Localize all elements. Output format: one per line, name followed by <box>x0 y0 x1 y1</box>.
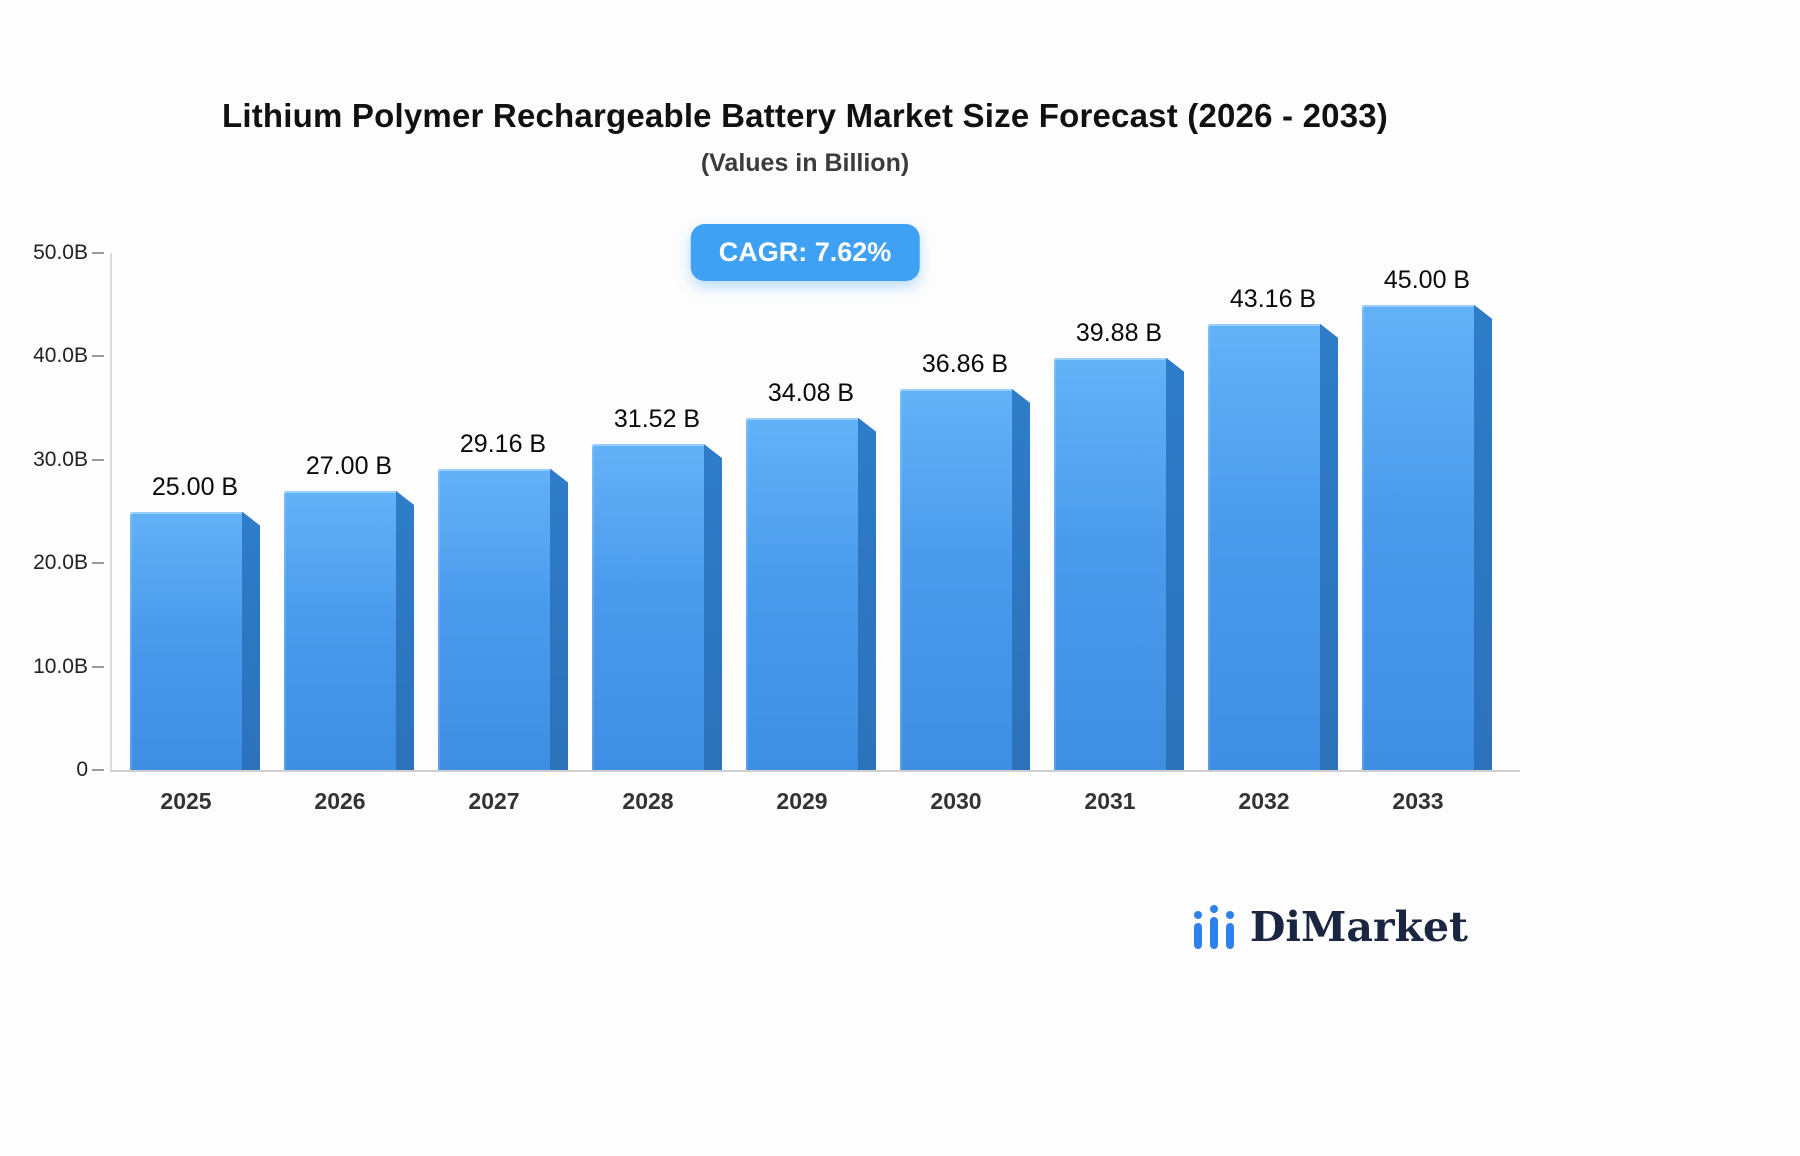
bar-face <box>900 388 1012 770</box>
bar-side <box>704 444 722 770</box>
plot-area: 0 10.0B 20.0B 30.0B 40.0B 50.0B 25.00 B 2025 27.… <box>33 241 1520 814</box>
bar-face <box>130 511 242 770</box>
bar-side <box>242 511 260 770</box>
bar-2028: 31.52 B <box>592 405 722 770</box>
bar-side <box>396 490 414 770</box>
bar-face <box>746 417 858 770</box>
bar-value-label: 34.08 B <box>767 378 855 407</box>
brand-logo: DiMarket <box>1190 903 1468 951</box>
dimarket-icon <box>1193 905 1234 949</box>
y-axis-tick <box>92 355 104 358</box>
bar-2032: 43.16 B <box>1208 285 1338 770</box>
y-axis-tick <box>92 252 104 254</box>
bar-value-label: 39.88 B <box>1075 318 1163 347</box>
y-axis-tick <box>92 458 104 461</box>
x-axis-label: 2026 <box>314 788 366 814</box>
bar-side <box>550 468 568 770</box>
bar-value-label: 29.16 B <box>459 429 547 458</box>
x-axis-label: 2029 <box>776 788 828 814</box>
x-axis-label: 2025 <box>160 788 212 814</box>
bar-value-label: 31.52 B <box>613 405 701 434</box>
brand-name: DiMarket <box>1249 903 1468 951</box>
bar-face <box>592 444 704 770</box>
bar-2033: 45.00 B <box>1362 266 1492 770</box>
bar-side <box>1012 388 1030 770</box>
x-axis-label: 2027 <box>468 788 520 814</box>
cagr-badge: CAGR: 7.62% <box>690 224 920 281</box>
bar-2031: 39.88 B <box>1054 319 1184 770</box>
bar-face <box>284 490 396 770</box>
bar-value-label: 25.00 B <box>151 472 239 501</box>
bar-value-label: 27.00 B <box>305 451 393 480</box>
chart-subtitle: (Values in Billion) <box>700 149 910 177</box>
bar-value-label: 43.16 B <box>1229 284 1317 313</box>
bar-value-label: 36.86 B <box>921 349 1009 378</box>
x-axis-label: 2030 <box>930 788 982 814</box>
bar-face <box>1054 357 1166 770</box>
x-axis-label: 2033 <box>1392 788 1444 814</box>
y-axis-tick <box>92 562 104 565</box>
bar-2030: 36.86 B <box>900 350 1030 770</box>
y-axis-label: 40.0B <box>33 344 88 368</box>
bar-side <box>1474 304 1492 770</box>
bar-face <box>1362 304 1474 770</box>
y-axis-label: 0 <box>76 758 88 781</box>
y-axis-tick <box>92 665 104 668</box>
y-axis-label: 20.0B <box>33 551 88 575</box>
bar-value-label: 45.00 B <box>1383 265 1471 294</box>
y-axis-label: 30.0B <box>33 447 88 471</box>
x-axis-label: 2032 <box>1238 788 1290 814</box>
y-axis-tick <box>92 769 104 771</box>
bar-face <box>438 468 550 770</box>
chart-title: Lithium Polymer Rechargeable Battery Mar… <box>222 97 1388 134</box>
bar-2029: 34.08 B <box>746 379 876 770</box>
x-axis-label: 2028 <box>622 788 674 814</box>
bar-2027: 29.16 B <box>438 430 568 770</box>
bar-2026: 27.00 B <box>284 452 414 770</box>
y-axis-label: 50.0B <box>33 241 88 264</box>
y-axis-label: 10.0B <box>33 654 88 678</box>
bar-2025: 25.00 B <box>130 473 260 770</box>
bar-face <box>1208 323 1320 770</box>
x-axis-label: 2031 <box>1084 788 1136 814</box>
bar-side <box>858 417 876 770</box>
bar-side <box>1320 323 1338 770</box>
bar-side <box>1166 357 1184 770</box>
